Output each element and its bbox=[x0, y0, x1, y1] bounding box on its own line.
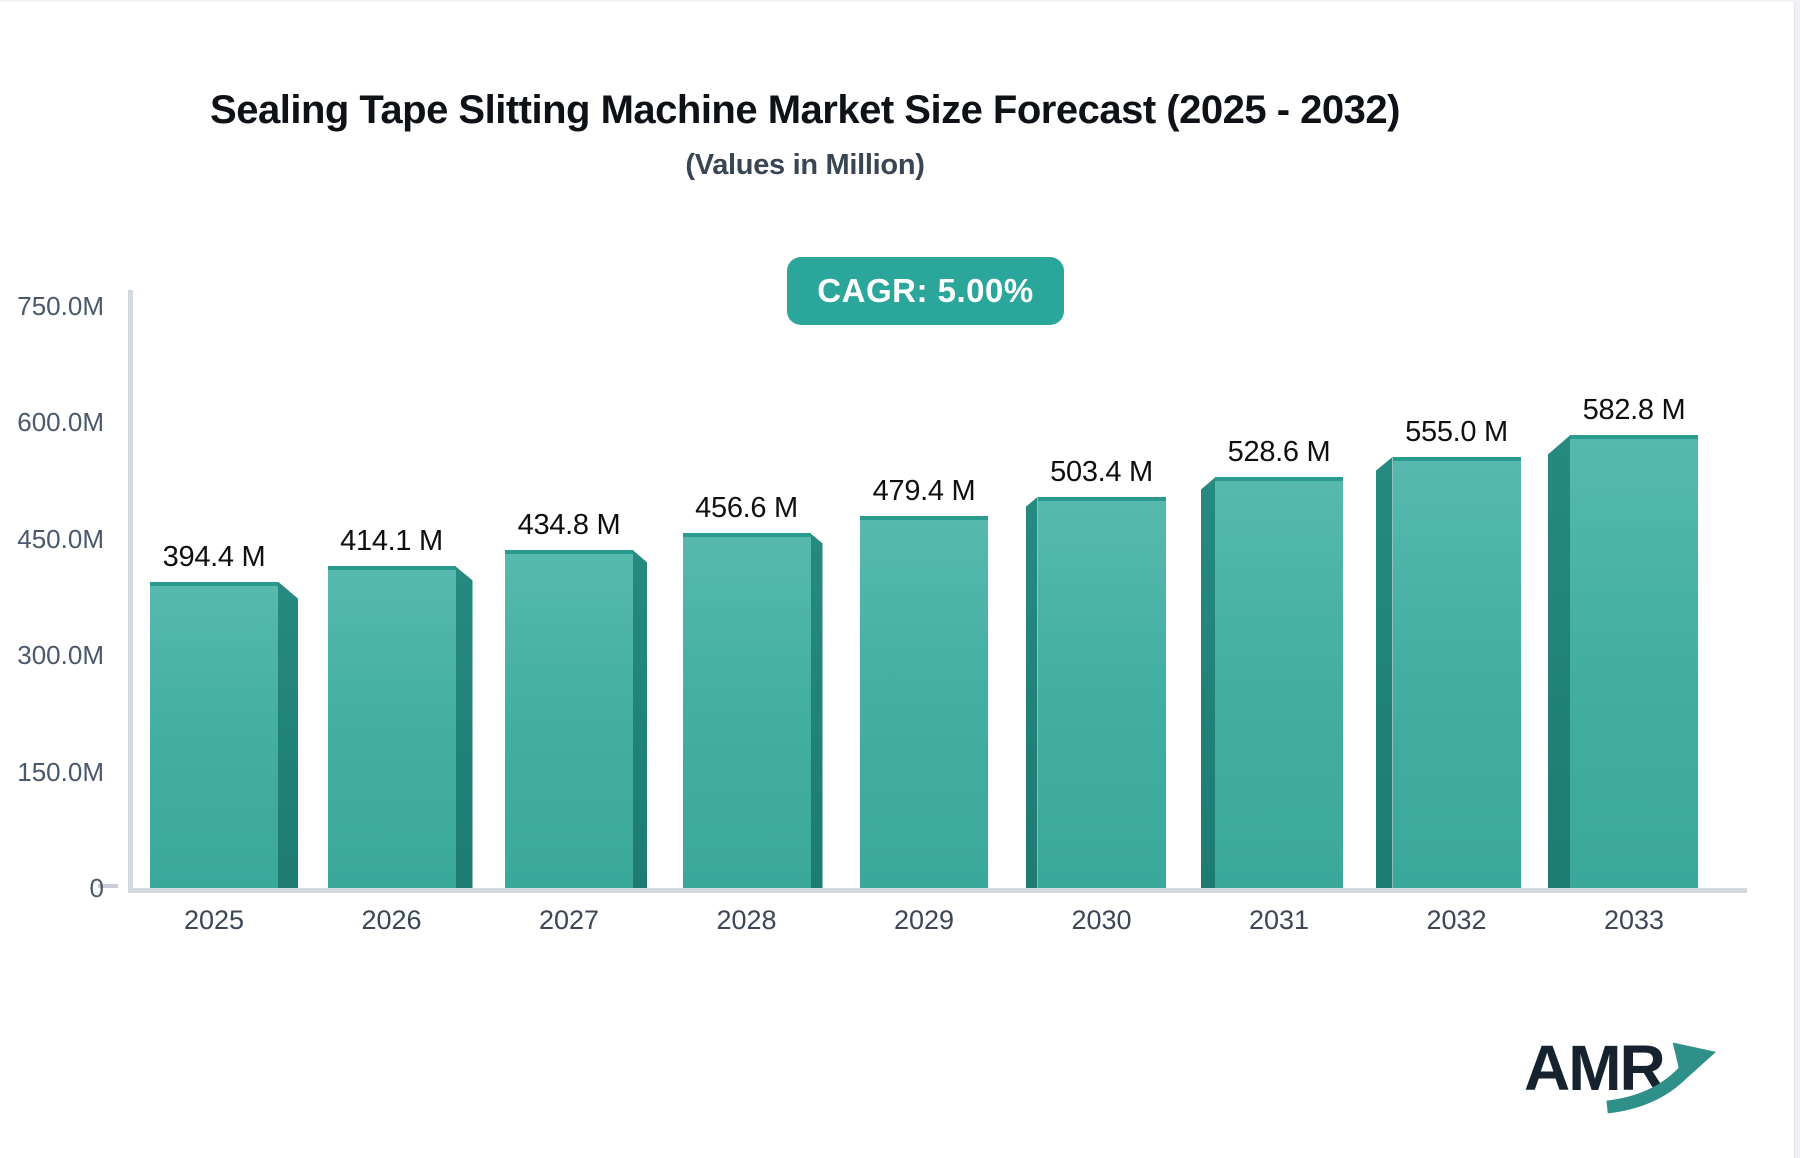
x-axis-year-label: 2033 bbox=[1603, 905, 1665, 935]
x-axis-year-label: 2026 bbox=[361, 905, 422, 935]
bar-2026 bbox=[327, 566, 456, 888]
bar-3d-side bbox=[1375, 456, 1393, 888]
x-axis-year-label: 2025 bbox=[183, 905, 245, 935]
bar-2029 bbox=[860, 515, 988, 888]
bar-2030 bbox=[1037, 497, 1166, 888]
x-axis-year-label: 2028 bbox=[716, 905, 777, 935]
bar-value-label: 503.4 M bbox=[1050, 456, 1153, 489]
bar-2033 bbox=[1570, 435, 1698, 888]
bar-3d-side bbox=[1025, 497, 1038, 888]
chart-title: Sealing Tape Slitting Machine Market Siz… bbox=[210, 88, 1400, 132]
bar-2027 bbox=[505, 550, 633, 888]
zero-tick-mark bbox=[98, 884, 118, 888]
bar-3d-side bbox=[455, 566, 473, 888]
amr-logo-arrow-icon bbox=[1606, 1042, 1717, 1114]
bar-3d-side bbox=[1201, 477, 1215, 888]
bar-2025 bbox=[150, 581, 278, 888]
chart-header: Sealing Tape Slitting Machine Market Siz… bbox=[0, 88, 1610, 182]
bar-value-label: 394.4 M bbox=[162, 540, 266, 573]
amr-logo-text: AMR bbox=[1524, 1032, 1666, 1104]
right-edge-strip bbox=[1794, 2, 1800, 1158]
x-axis-year-label: 2029 bbox=[893, 905, 955, 935]
bar-value-label: 434.8 M bbox=[517, 509, 621, 542]
y-axis-tick-label: 450.0M bbox=[17, 523, 104, 554]
bar-value-label: 528.6 M bbox=[1227, 436, 1331, 469]
bar-2032 bbox=[1392, 456, 1521, 888]
bar-value-label: 479.4 M bbox=[872, 474, 976, 507]
y-axis-line bbox=[128, 290, 133, 891]
y-axis-tick-label: 600.0M bbox=[17, 407, 104, 437]
bar-3d-side bbox=[633, 550, 647, 888]
bar-value-label: 456.6 M bbox=[695, 492, 798, 525]
y-axis-tick-label: 0 bbox=[89, 873, 104, 903]
y-axis-tick-label: 150.0M bbox=[17, 756, 104, 787]
amr-logo: AMR bbox=[1524, 1030, 1717, 1120]
x-axis-year-label: 2031 bbox=[1248, 905, 1310, 935]
bar-3d-side bbox=[810, 533, 823, 888]
x-axis-line bbox=[128, 888, 1747, 893]
bar-2028 bbox=[682, 533, 811, 888]
bar-value-label: 582.8 M bbox=[1582, 394, 1686, 427]
y-axis-tick-label: 750.0M bbox=[17, 290, 104, 321]
chart-subtitle: (Values in Million) bbox=[685, 149, 925, 181]
x-axis-year-label: 2032 bbox=[1426, 905, 1487, 935]
bar-3d-side bbox=[1548, 435, 1570, 888]
x-axis-year-label: 2027 bbox=[538, 905, 600, 935]
bar-3d-side bbox=[278, 581, 298, 888]
bar-2031 bbox=[1215, 477, 1343, 888]
bar-value-label: 555.0 M bbox=[1405, 415, 1508, 448]
x-axis-year-label: 2030 bbox=[1071, 905, 1132, 935]
bar-value-label: 414.1 M bbox=[340, 525, 443, 558]
cagr-badge: CAGR: 5.00% bbox=[787, 257, 1064, 325]
y-axis-tick-label: 300.0M bbox=[17, 640, 104, 670]
